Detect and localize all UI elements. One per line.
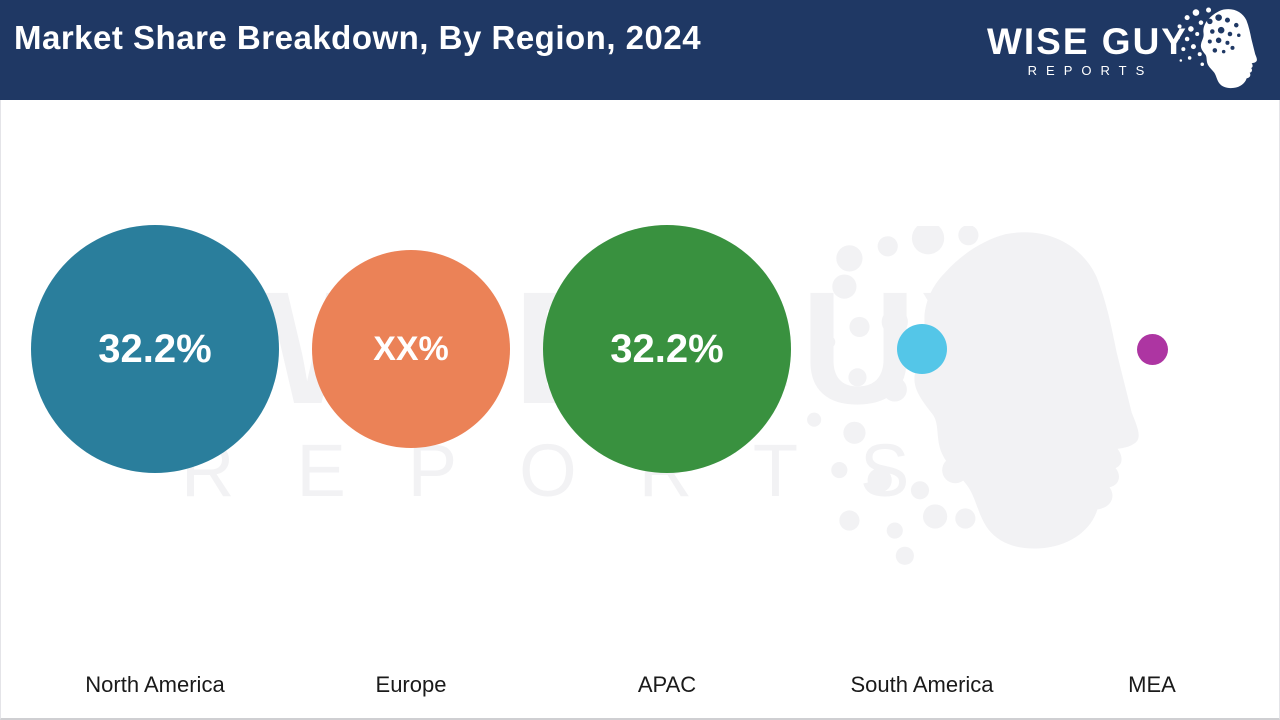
bubble-apac: 32.2% (543, 225, 791, 473)
bubble-north-america: 32.2% (31, 225, 279, 473)
brand-logo-text: WISE GUY REPORTS (987, 23, 1188, 78)
bubble-value-europe: XX% (373, 329, 449, 368)
chart-area: WISE GUY REPORTS 32.2% XX% (0, 100, 1280, 720)
brand-head-icon (1176, 7, 1257, 89)
bubble-south-america (897, 324, 947, 374)
watermark-head-icon (807, 226, 1139, 565)
bubble-europe: XX% (312, 250, 510, 448)
region-label-europe: Europe (375, 672, 447, 697)
region-label-north-america: North America (85, 672, 225, 697)
region-label-south-america: South America (850, 672, 994, 697)
page-title: Market Share Breakdown, By Region, 2024 (14, 19, 702, 56)
bubble-value-apac: 32.2% (610, 326, 724, 371)
region-label-mea: MEA (1128, 672, 1176, 697)
bubble-mea (1137, 334, 1168, 365)
watermark-subtitle-text: REPORTS (181, 429, 972, 512)
region-label-apac: APAC (637, 672, 697, 697)
header-bar: Market Share Breakdown, By Region, 2024 … (0, 0, 1280, 100)
brand-logo: WISE GUY REPORTS (987, 7, 1264, 93)
bubble-value-north-america: 32.2% (98, 326, 212, 371)
brand-subtitle: REPORTS (1027, 62, 1154, 78)
brand-name: WISE GUY (986, 20, 1188, 62)
